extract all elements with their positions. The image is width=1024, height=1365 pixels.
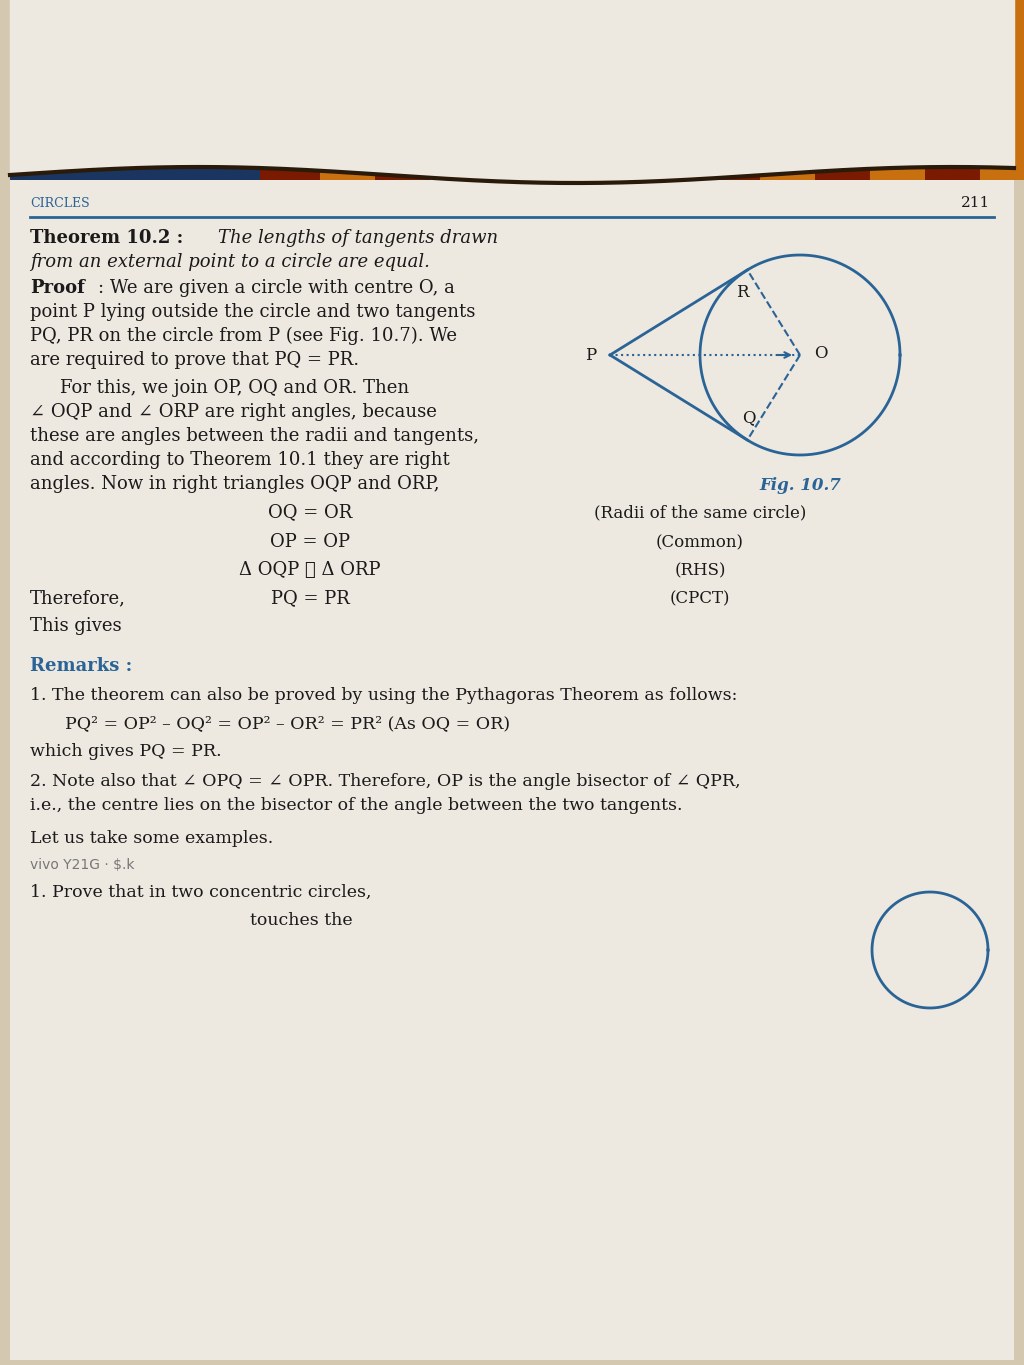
Text: CIRCLES: CIRCLES: [30, 197, 90, 210]
Text: (CPCT): (CPCT): [670, 590, 730, 607]
Text: Q: Q: [742, 410, 756, 426]
Text: : We are given a circle with centre O, a: : We are given a circle with centre O, a: [98, 278, 455, 298]
Bar: [319, 0, 375, 180]
Text: Remarks :: Remarks :: [30, 657, 132, 676]
Text: OP = OP: OP = OP: [270, 532, 350, 551]
Text: Proof: Proof: [30, 278, 85, 298]
Text: Δ OQP ≅ Δ ORP: Δ OQP ≅ Δ ORP: [240, 561, 381, 579]
Bar: [260, 0, 319, 180]
Text: Fig. 10.7: Fig. 10.7: [759, 476, 841, 494]
Text: angles. Now in right triangles OQP and ORP,: angles. Now in right triangles OQP and O…: [30, 475, 439, 493]
Text: 2. Note also that ∠ OPQ = ∠ OPR. Therefore, OP is the angle bisector of ∠ QPR,: 2. Note also that ∠ OPQ = ∠ OPR. Therefo…: [30, 773, 740, 790]
Text: For this, we join OP, OQ and OR. Then: For this, we join OP, OQ and OR. Then: [60, 379, 410, 397]
Text: from an external point to a circle are equal.: from an external point to a circle are e…: [30, 253, 430, 272]
Bar: [705, 0, 760, 180]
Text: ∠ OQP and ∠ ORP are right angles, because: ∠ OQP and ∠ ORP are right angles, becaus…: [30, 403, 437, 420]
Bar: [760, 0, 815, 180]
Text: OQ = OR: OQ = OR: [268, 502, 352, 521]
Text: PQ, PR on the circle from P (see Fig. 10.7). We: PQ, PR on the circle from P (see Fig. 10…: [30, 326, 457, 345]
Text: PQ² = OP² – OQ² = OP² – OR² = PR² (As OQ = OR): PQ² = OP² – OQ² = OP² – OR² = PR² (As OQ…: [65, 715, 510, 732]
Bar: [10, 0, 270, 180]
Text: vivo Y21G · $.k: vivo Y21G · $.k: [30, 859, 134, 872]
Text: (RHS): (RHS): [674, 562, 726, 579]
Text: and according to Theorem 10.1 they are right: and according to Theorem 10.1 they are r…: [30, 450, 450, 470]
Bar: [925, 0, 980, 180]
Text: these are angles between the radii and tangents,: these are angles between the radii and t…: [30, 427, 479, 445]
Text: Therefore,: Therefore,: [30, 590, 126, 607]
Text: touches the: touches the: [250, 912, 352, 930]
Bar: [815, 0, 870, 180]
Bar: [870, 0, 925, 180]
Text: i.e., the centre lies on the bisector of the angle between the two tangents.: i.e., the centre lies on the bisector of…: [30, 797, 683, 814]
Text: 1. The theorem can also be proved by using the Pythagoras Theorem as follows:: 1. The theorem can also be proved by usi…: [30, 687, 737, 704]
Bar: [595, 0, 650, 180]
Text: (Radii of the same circle): (Radii of the same circle): [594, 504, 806, 521]
Text: 1. Prove that in two concentric circles,: 1. Prove that in two concentric circles,: [30, 885, 372, 901]
Text: R: R: [736, 284, 749, 300]
Text: point P lying outside the circle and two tangents: point P lying outside the circle and two…: [30, 303, 475, 321]
Text: P: P: [585, 347, 596, 363]
Text: are required to prove that PQ = PR.: are required to prove that PQ = PR.: [30, 351, 359, 369]
Text: Let us take some examples.: Let us take some examples.: [30, 830, 273, 848]
Bar: [375, 0, 430, 180]
Text: The lengths of tangents drawn: The lengths of tangents drawn: [218, 229, 498, 247]
Text: (Common): (Common): [656, 534, 744, 551]
Bar: [980, 0, 1024, 180]
Bar: [485, 0, 540, 180]
Bar: [540, 0, 595, 180]
Text: O: O: [814, 344, 827, 362]
Text: 211: 211: [961, 197, 990, 210]
Text: Theorem 10.2 :: Theorem 10.2 :: [30, 229, 183, 247]
Text: This gives: This gives: [30, 617, 122, 635]
Text: PQ = PR: PQ = PR: [270, 590, 349, 607]
Bar: [430, 0, 485, 180]
Text: which gives PQ = PR.: which gives PQ = PR.: [30, 743, 221, 760]
Bar: [650, 0, 705, 180]
